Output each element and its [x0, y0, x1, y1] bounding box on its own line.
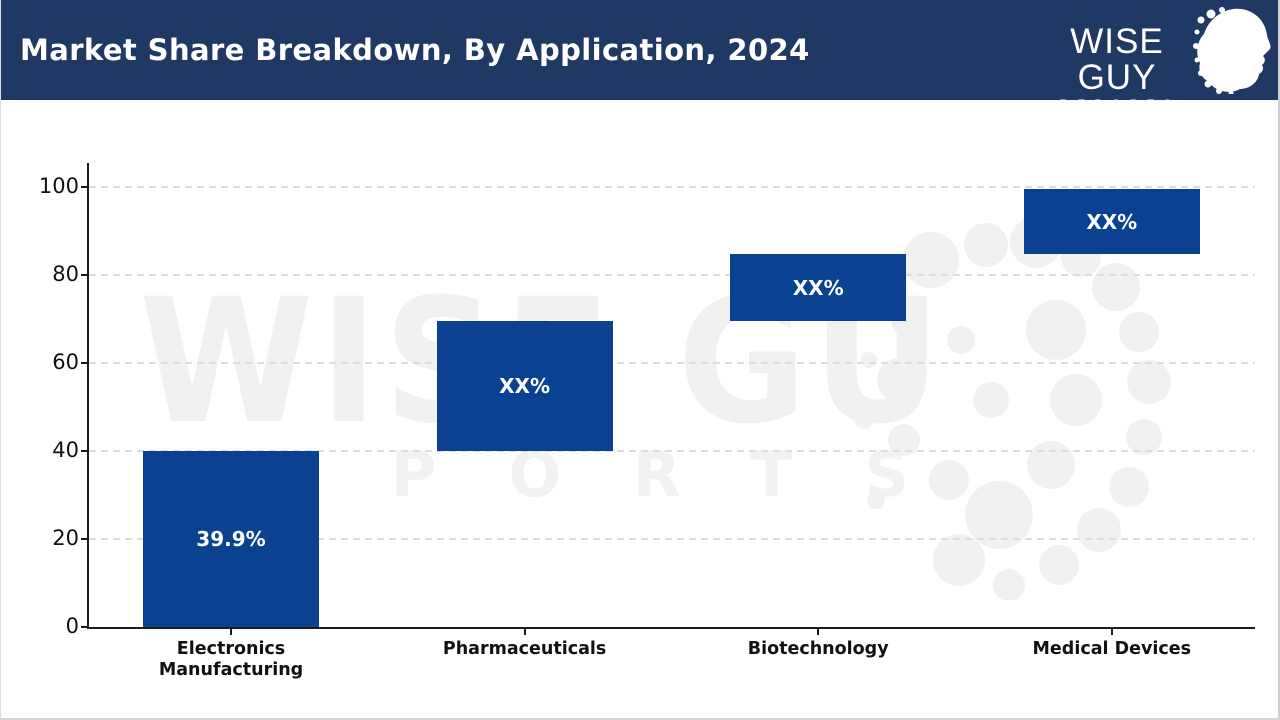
page-title: Market Share Breakdown, By Application, … [20, 33, 810, 67]
header-bar: Market Share Breakdown, By Application, … [1, 0, 1278, 111]
xtick-mark [817, 627, 820, 635]
bar-segment: XX% [730, 253, 907, 322]
gridline [89, 362, 1255, 364]
y-axis-spine [87, 163, 89, 629]
xtick-mark [1110, 627, 1113, 635]
face-profile-dots-icon [1193, 7, 1271, 94]
bar-segment: XX% [1023, 189, 1200, 254]
wise-guy-logo: WISE GUY REPORTS [1031, 0, 1271, 111]
ytick-label: 80 [52, 262, 79, 286]
bar-value-label: XX% [499, 374, 551, 399]
ytick-label: 100 [38, 174, 79, 198]
ytick-mark [81, 626, 89, 628]
gridline [89, 450, 1255, 452]
xtick-mark [523, 627, 526, 635]
xtick-mark [230, 627, 232, 635]
gridline [89, 538, 1255, 540]
gridline [89, 186, 1255, 188]
ytick-mark [81, 538, 89, 540]
logo-text: WISE GUY REPORTS [1031, 22, 1203, 112]
ytick-mark [81, 186, 89, 188]
bar-value-label: 39.9% [196, 527, 266, 552]
ytick-label: 60 [52, 350, 79, 374]
ytick-mark [81, 274, 89, 276]
ytick-label: 40 [52, 438, 79, 462]
category-label: Electronics Manufacturing [158, 639, 304, 680]
logo-wordmark: WISE GUY [1070, 22, 1164, 97]
bar-segment: 39.9% [143, 451, 319, 627]
category-label: Biotechnology [747, 639, 889, 659]
ytick-label: 0 [65, 614, 79, 638]
ytick-mark [81, 362, 89, 364]
bar-segment: XX% [436, 321, 613, 452]
bar-value-label: XX% [792, 275, 844, 300]
x-axis-spine [87, 627, 1255, 629]
logo-subtitle: REPORTS [1059, 97, 1181, 111]
ytick-label: 20 [52, 526, 79, 550]
gridline [89, 274, 1255, 276]
category-label: Pharmaceuticals [442, 639, 607, 659]
bar-value-label: XX% [1086, 209, 1138, 234]
category-label: Medical Devices [1032, 639, 1192, 659]
ytick-mark [81, 450, 89, 452]
